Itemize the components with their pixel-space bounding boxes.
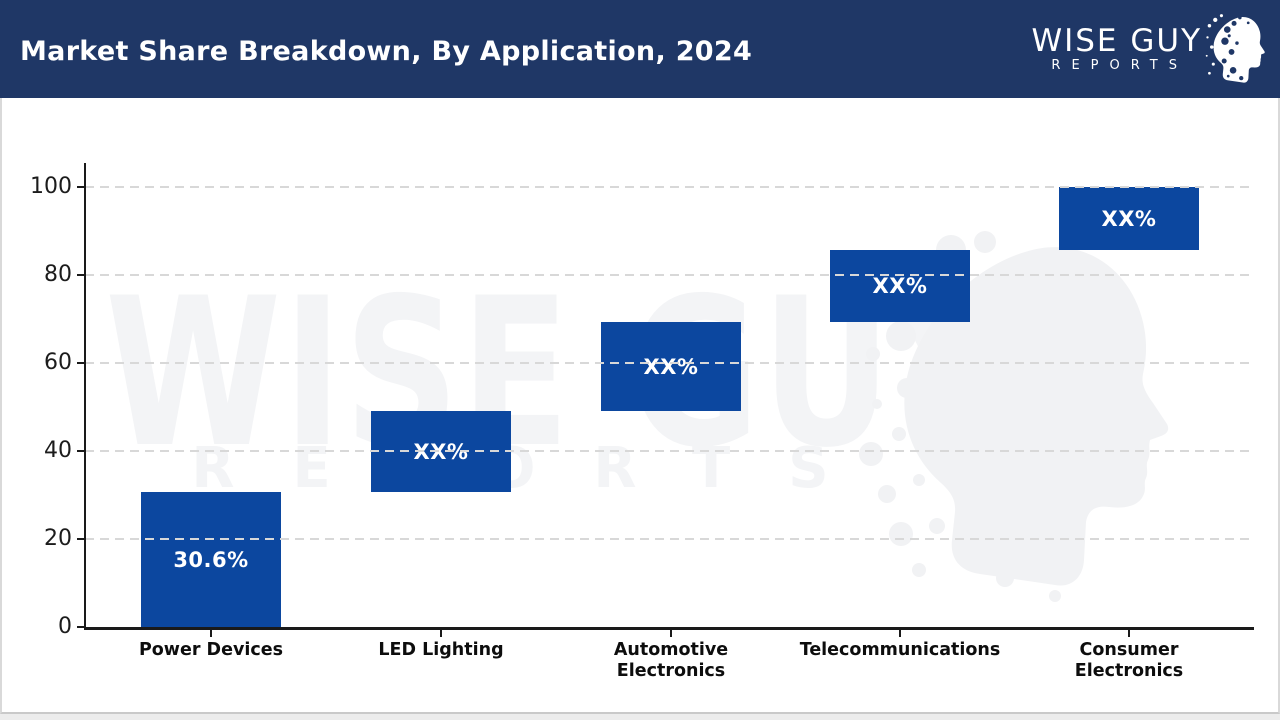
bar-value-label: XX% <box>872 274 928 298</box>
y-tick-label-60: 60 <box>44 350 72 375</box>
brand-head-icon <box>1205 14 1265 83</box>
y-tick-label-100: 100 <box>30 174 72 199</box>
x-tick-4 <box>1128 630 1130 637</box>
bar-automotive-electronics: XX% <box>601 322 741 411</box>
bar-value-label: 30.6% <box>173 547 249 572</box>
gridline-100 <box>85 186 1253 188</box>
y-tick-60 <box>77 362 84 364</box>
y-tick-label-40: 40 <box>44 438 72 463</box>
y-tick-100 <box>77 186 84 188</box>
brand-logo-text: WISE GUY REPORTS <box>1031 25 1202 74</box>
gridline-20 <box>85 538 1253 540</box>
page-title: Market Share Breakdown, By Application, … <box>20 35 753 67</box>
bottom-strip <box>0 714 1280 720</box>
x-category-label-0: Power Devices <box>138 640 284 660</box>
y-tick-20 <box>77 538 84 540</box>
bar-telecommunications: XX% <box>830 250 970 322</box>
y-tick-40 <box>77 450 84 452</box>
bar-value-label: XX% <box>643 354 699 379</box>
x-category-label-2: Automotive Electronics <box>613 640 729 682</box>
x-tick-3 <box>899 630 901 637</box>
x-category-label-3: Telecommunications <box>799 640 1001 660</box>
brand-logo: WISE GUY REPORTS <box>1031 11 1268 87</box>
x-tick-1 <box>440 630 442 637</box>
x-axis-line <box>84 627 1254 630</box>
x-category-label-4: Consumer Electronics <box>1074 640 1184 682</box>
bar-consumer-electronics: XX% <box>1059 187 1199 250</box>
bar-value-label: XX% <box>1101 206 1157 231</box>
y-tick-0 <box>77 626 84 628</box>
y-tick-label-0: 0 <box>58 614 72 639</box>
x-tick-2 <box>670 630 672 637</box>
brand-name: WISE GUY <box>1031 22 1202 59</box>
bar-power-devices: 30.6% <box>141 492 281 627</box>
gridline-60 <box>85 362 1253 364</box>
brand-subtitle: REPORTS <box>1051 58 1189 74</box>
gridline-80 <box>85 274 1253 276</box>
y-tick-80 <box>77 274 84 276</box>
x-tick-0 <box>210 630 212 637</box>
x-category-label-1: LED Lighting <box>378 640 504 660</box>
gridline-40 <box>85 450 1253 452</box>
y-tick-label-20: 20 <box>44 526 72 551</box>
y-axis-line <box>84 163 86 629</box>
header-bar: Market Share Breakdown, By Application, … <box>0 0 1280 98</box>
y-tick-label-80: 80 <box>44 262 72 287</box>
